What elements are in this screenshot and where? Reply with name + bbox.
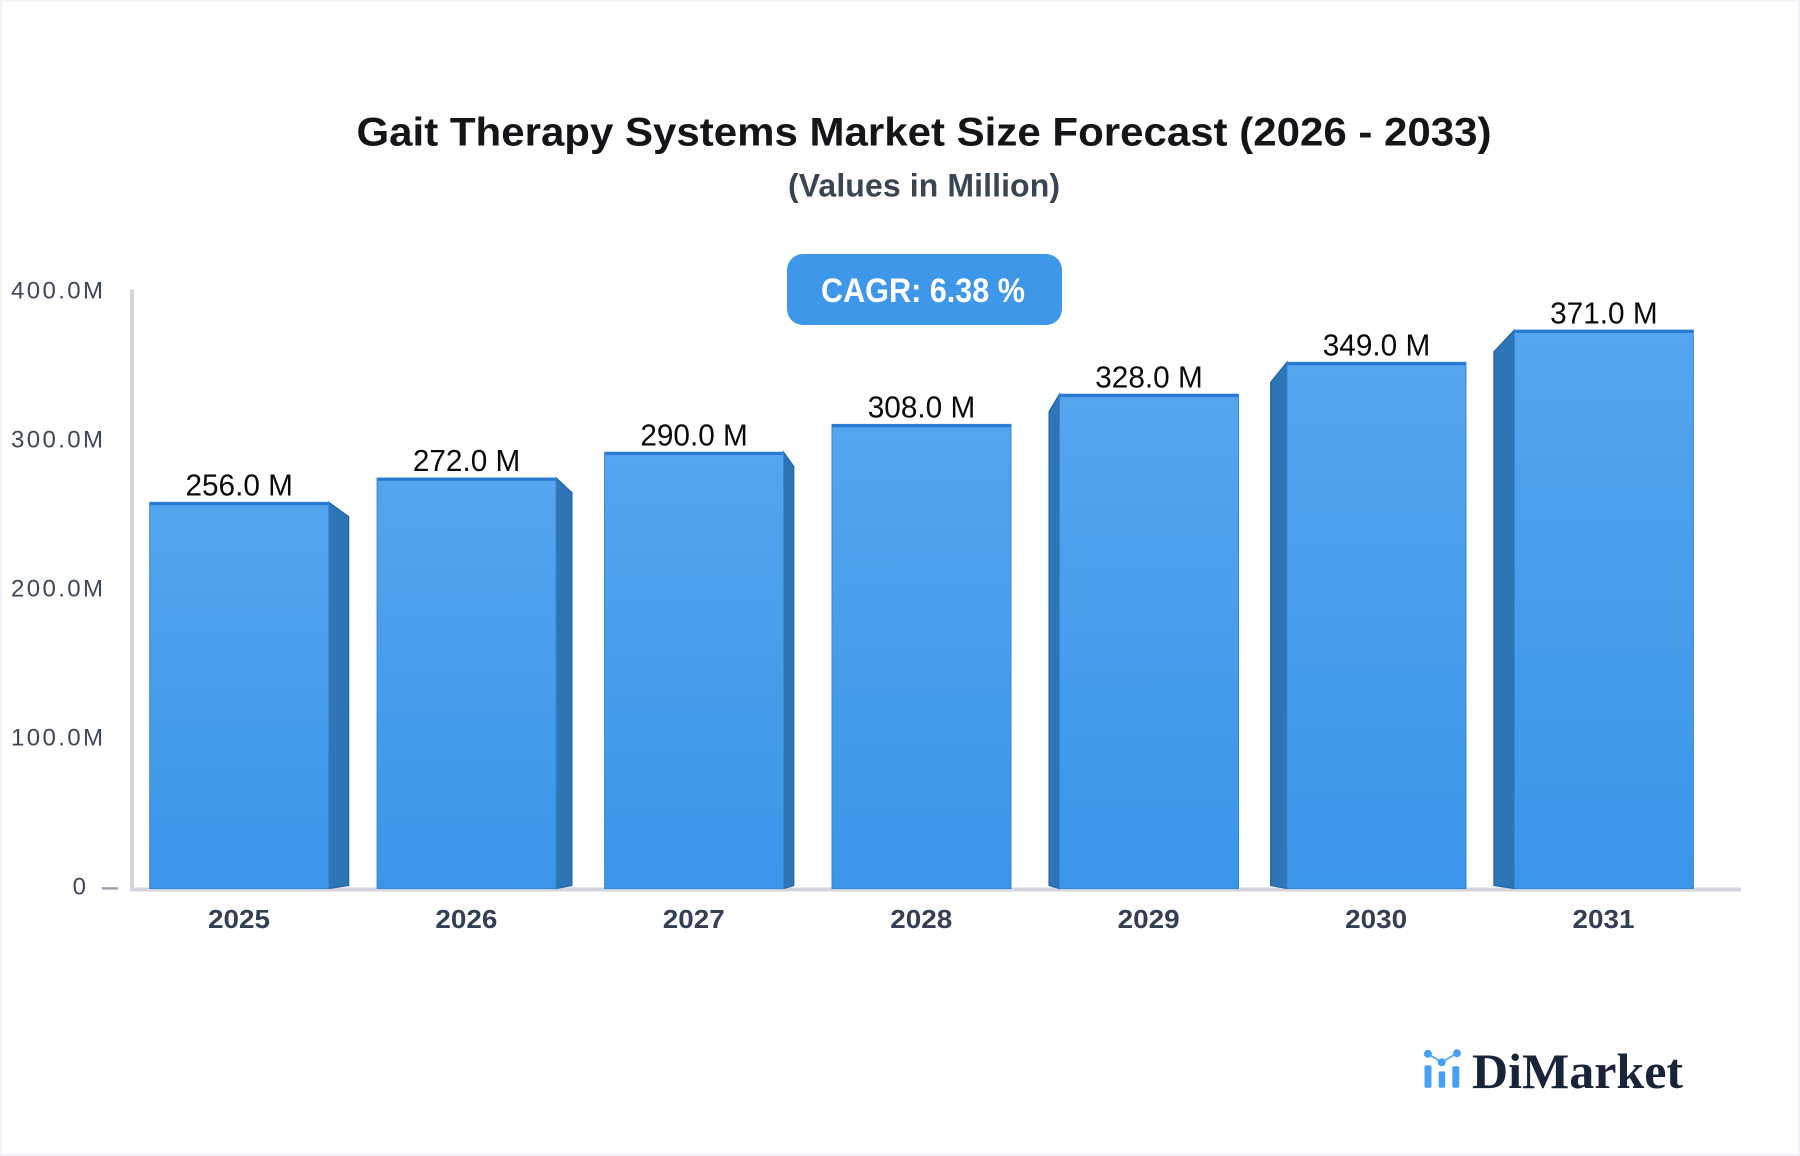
svg-text:2027: 2027 xyxy=(663,904,725,934)
svg-text:272.0 M: 272.0 M xyxy=(413,443,521,478)
svg-text:371.0 M: 371.0 M xyxy=(1550,295,1658,330)
svg-text:DiMarket: DiMarket xyxy=(1472,1043,1683,1099)
svg-text:(Values in Million): (Values in Million) xyxy=(788,167,1060,203)
svg-text:2026: 2026 xyxy=(435,904,497,934)
svg-text:256.0 M: 256.0 M xyxy=(185,468,293,503)
svg-text:328.0 M: 328.0 M xyxy=(1095,359,1203,394)
svg-text:100.0M: 100.0M xyxy=(11,725,103,752)
svg-text:2025: 2025 xyxy=(208,904,270,934)
svg-text:290.0 M: 290.0 M xyxy=(640,417,748,452)
svg-text:400.0M: 400.0M xyxy=(11,277,103,304)
svg-text:349.0 M: 349.0 M xyxy=(1323,328,1431,363)
svg-text:2029: 2029 xyxy=(1118,904,1180,934)
svg-text:308.0 M: 308.0 M xyxy=(868,390,976,425)
svg-text:CAGR: 6.38 %: CAGR: 6.38 % xyxy=(821,272,1025,310)
svg-text:2030: 2030 xyxy=(1345,904,1407,934)
svg-text:2031: 2031 xyxy=(1573,904,1635,934)
svg-text:200.0M: 200.0M xyxy=(11,576,103,603)
svg-text:2028: 2028 xyxy=(890,904,952,934)
svg-text:0: 0 xyxy=(73,874,86,901)
svg-text:300.0M: 300.0M xyxy=(11,426,103,453)
svg-text:Gait Therapy Systems Market Si: Gait Therapy Systems Market Size Forecas… xyxy=(357,111,1492,155)
